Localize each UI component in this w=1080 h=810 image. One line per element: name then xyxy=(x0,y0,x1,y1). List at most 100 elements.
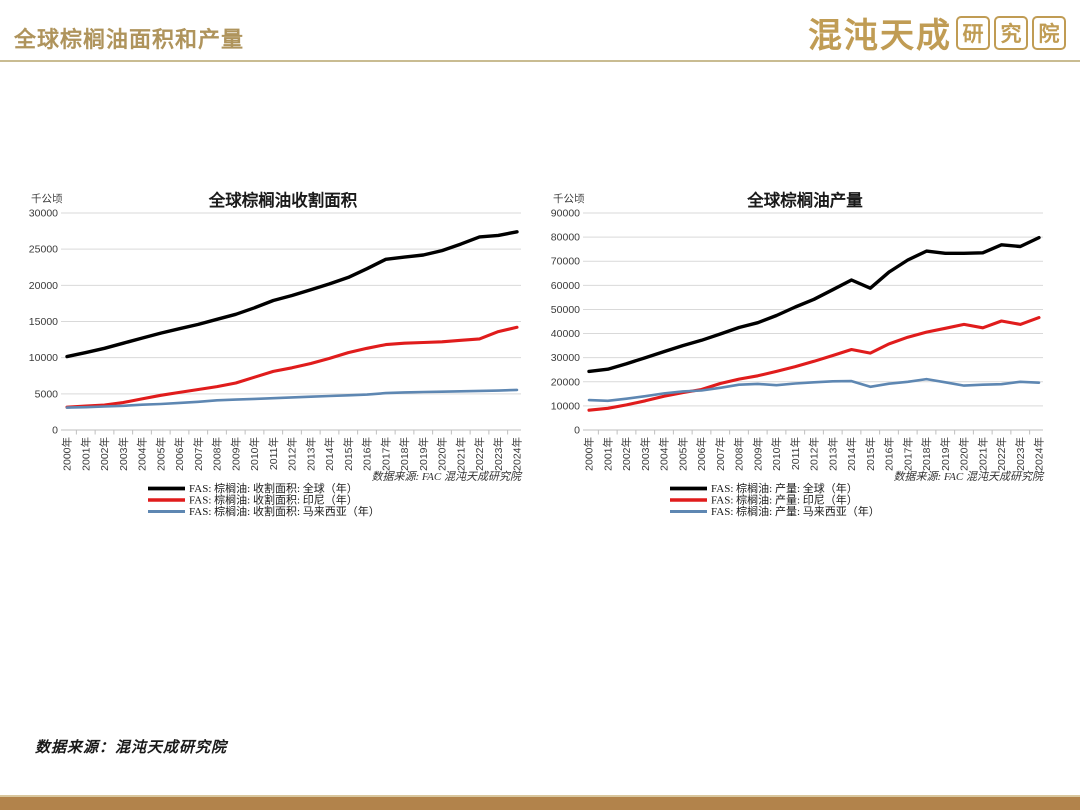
x-tick-label: 2004年 xyxy=(658,437,671,471)
area-chart: 千公顷 全球棕榈油收割面积 数据来源: FAC 混沌天成研究院 0 5000 100… xyxy=(28,185,528,530)
x-axis-ticks xyxy=(75,430,509,435)
x-tick-label: 2022年 xyxy=(995,437,1008,471)
y-axis-unit: 千公顷 xyxy=(31,193,63,205)
x-tick-label: 2022年 xyxy=(473,437,486,471)
x-tick-label: 2005年 xyxy=(154,437,167,471)
page-title: 全球棕榈油面积和产量 xyxy=(14,27,245,52)
y-axis-unit: 千公顷 xyxy=(553,193,585,205)
production-chart-plot: 千公顷 全球棕榈油产量 数据来源: FAC 混沌天成研究院 0 10000 2000… xyxy=(551,190,1046,518)
y-axis-labels: 0 10000 20000 30000 40000 50000 60000 70000 8000… xyxy=(551,208,580,437)
x-axis-ticks xyxy=(597,430,1031,435)
x-tick-label: 2020年 xyxy=(958,437,971,471)
header-divider xyxy=(0,60,1080,62)
x-tick-label: 2014年 xyxy=(845,437,858,471)
x-tick-label: 2021年 xyxy=(454,437,467,471)
legend-label: FAS: 棕榈油: 收割面积: 马来西亚（年） xyxy=(189,504,380,518)
x-axis-labels: 2000年 2001年 2002年 2003年 2004年 2005年 2006年 2007年… xyxy=(583,437,1046,471)
x-tick-label: 2015年 xyxy=(342,437,355,471)
chart-source-note: 数据来源: FAC 混沌天成研究院 xyxy=(893,470,1045,483)
x-tick-label: 2016年 xyxy=(361,437,374,471)
legend-label: FAS: 棕榈油: 收割面积: 全球（年） xyxy=(189,481,358,495)
x-tick-label: 2001年 xyxy=(601,437,614,471)
series-line-0 xyxy=(587,235,1041,374)
x-tick-label: 2013年 xyxy=(826,437,839,471)
chart-legend: FAS: 棕榈油: 产量: 全球（年）FAS: 棕榈油: 产量: 印尼（年）FA… xyxy=(670,481,880,518)
y-tick-label: 5000 xyxy=(35,388,59,400)
x-tick-label: 2015年 xyxy=(864,437,877,471)
x-tick-label: 2012年 xyxy=(808,437,821,471)
x-tick-label: 2002年 xyxy=(620,437,633,471)
x-tick-label: 2023年 xyxy=(492,437,505,471)
x-tick-label: 2020年 xyxy=(436,437,449,471)
x-tick-label: 2009年 xyxy=(751,437,764,471)
x-tick-label: 2024年 xyxy=(1033,437,1046,471)
x-tick-label: 2010年 xyxy=(770,437,783,471)
y-tick-label: 15000 xyxy=(29,316,58,328)
series-line-2 xyxy=(65,388,519,409)
x-tick-label: 2013年 xyxy=(304,437,317,471)
x-tick-label: 2003年 xyxy=(639,437,652,471)
y-tick-label: 0 xyxy=(574,425,580,437)
y-tick-label: 25000 xyxy=(29,244,58,256)
y-tick-label: 50000 xyxy=(551,304,580,316)
logo-seal-char: 研 xyxy=(956,15,990,50)
footer-source: 数据来源：混沌天成研究院 xyxy=(35,740,228,756)
y-tick-label: 70000 xyxy=(551,256,580,268)
gridlines xyxy=(61,212,521,431)
legend-label: FAS: 棕榈油: 产量: 马来西亚（年） xyxy=(711,504,880,518)
chart-source-note: 数据来源: FAC 混沌天成研究院 xyxy=(371,470,523,483)
x-tick-label: 2008年 xyxy=(211,437,224,471)
x-tick-label: 2018年 xyxy=(920,437,933,471)
logo-script-text: 混沌天成 xyxy=(808,18,952,55)
x-tick-label: 2010年 xyxy=(248,437,261,471)
x-tick-label: 2000年 xyxy=(61,437,74,471)
production-chart: 千公顷 全球棕榈油产量 数据来源: FAC 混沌天成研究院 0 10000 2000… xyxy=(550,185,1050,530)
chart-legend: FAS: 棕榈油: 收割面积: 全球（年）FAS: 棕榈油: 收割面积: 印尼（… xyxy=(148,481,380,518)
y-tick-label: 10000 xyxy=(29,352,58,364)
x-tick-label: 2024年 xyxy=(511,437,524,471)
series-line-1 xyxy=(65,325,519,409)
gridlines xyxy=(583,212,1043,431)
x-tick-label: 2011年 xyxy=(267,437,280,470)
x-tick-label: 2021年 xyxy=(976,437,989,471)
series-line-2 xyxy=(587,377,1041,403)
y-tick-label: 10000 xyxy=(551,400,580,412)
y-tick-label: 0 xyxy=(52,425,58,437)
y-tick-label: 40000 xyxy=(551,328,580,340)
y-tick-label: 30000 xyxy=(29,208,58,220)
x-tick-label: 2019年 xyxy=(939,437,952,471)
x-tick-label: 2017年 xyxy=(901,437,914,471)
legend-label: FAS: 棕榈油: 收割面积: 印尼（年） xyxy=(189,493,358,507)
chart-title: 全球棕榈油收割面积 xyxy=(208,190,358,210)
y-tick-label: 30000 xyxy=(551,352,580,364)
y-tick-label: 80000 xyxy=(551,232,580,244)
x-tick-label: 2006年 xyxy=(695,437,708,471)
x-tick-label: 2017年 xyxy=(379,437,392,471)
x-tick-label: 2006年 xyxy=(173,437,186,471)
legend-label: FAS: 棕榈油: 产量: 全球（年） xyxy=(711,481,858,495)
chart-title: 全球棕榈油产量 xyxy=(746,190,863,210)
x-tick-label: 2000年 xyxy=(583,437,596,471)
x-tick-label: 2011年 xyxy=(789,437,802,470)
y-tick-label: 20000 xyxy=(29,280,58,292)
x-tick-label: 2002年 xyxy=(98,437,111,471)
x-tick-label: 2007年 xyxy=(192,437,205,471)
series-line-0 xyxy=(65,230,519,359)
series-line-1 xyxy=(587,316,1041,412)
x-tick-label: 2016年 xyxy=(883,437,896,471)
x-tick-label: 2007年 xyxy=(714,437,727,471)
y-tick-label: 20000 xyxy=(551,376,580,388)
x-tick-label: 2019年 xyxy=(417,437,430,471)
x-tick-label: 2008年 xyxy=(733,437,746,471)
x-tick-label: 2018年 xyxy=(398,437,411,471)
x-tick-label: 2005年 xyxy=(676,437,689,471)
legend-label: FAS: 棕榈油: 产量: 印尼（年） xyxy=(711,493,858,507)
bottom-accent-bar xyxy=(0,795,1080,810)
y-tick-label: 60000 xyxy=(551,280,580,292)
logo-seal-char: 院 xyxy=(1032,15,1066,50)
x-axis-labels: 2000年 2001年 2002年 2003年 2004年 2005年 2006年 2007年… xyxy=(61,437,524,471)
company-logo: 混沌天成 研 究 院 xyxy=(808,8,1066,57)
logo-seal-char: 究 xyxy=(994,15,1028,50)
x-tick-label: 2001年 xyxy=(79,437,92,471)
